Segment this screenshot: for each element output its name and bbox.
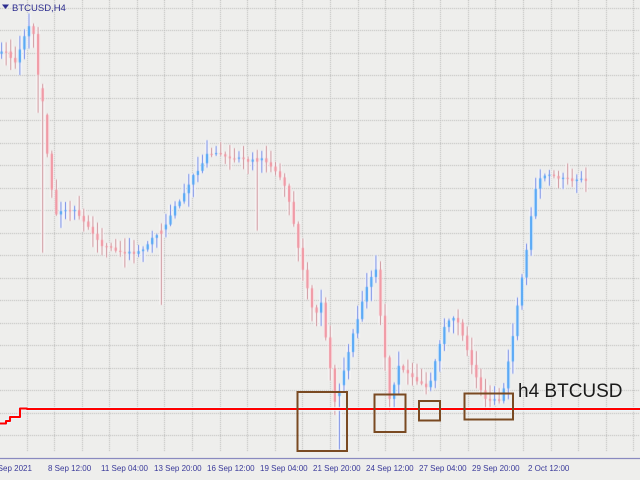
svg-text:19 Sep 04:00: 19 Sep 04:00 xyxy=(260,464,308,473)
svg-text:11 Sep 04:00: 11 Sep 04:00 xyxy=(101,464,149,473)
svg-text:24 Sep 12:00: 24 Sep 12:00 xyxy=(366,464,414,473)
svg-text:27 Sep 04:00: 27 Sep 04:00 xyxy=(419,464,467,473)
svg-text:2 Oct 12:00: 2 Oct 12:00 xyxy=(528,464,570,473)
svg-text:29 Sep 20:00: 29 Sep 20:00 xyxy=(472,464,520,473)
svg-text:16 Sep 12:00: 16 Sep 12:00 xyxy=(207,464,255,473)
svg-text:13 Sep 20:00: 13 Sep 20:00 xyxy=(154,464,202,473)
svg-text:8 Sep 12:00: 8 Sep 12:00 xyxy=(48,464,92,473)
svg-text:BTCUSD,H4: BTCUSD,H4 xyxy=(12,3,66,14)
svg-text:5 Sep 2021: 5 Sep 2021 xyxy=(0,464,32,473)
svg-text:h4 BTCUSD: h4 BTCUSD xyxy=(518,381,623,402)
svg-text:21 Sep 20:00: 21 Sep 20:00 xyxy=(313,464,361,473)
